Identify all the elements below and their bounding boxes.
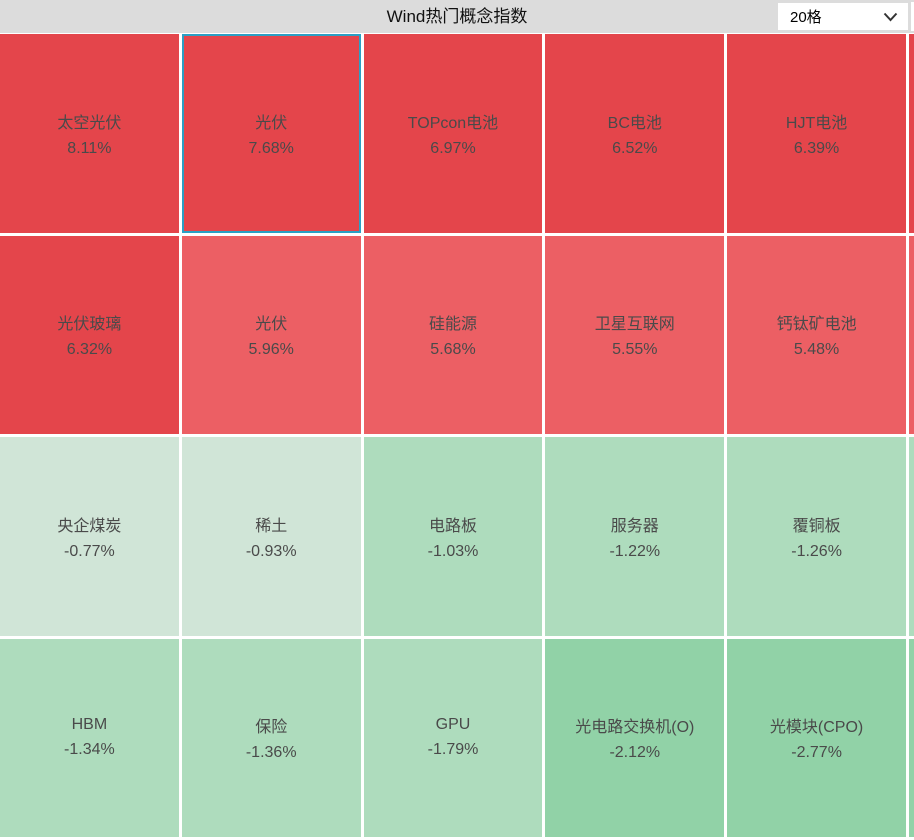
heatmap-cell[interactable]: BC电池 6.52% — [545, 34, 725, 233]
concept-change: 5.48% — [793, 341, 840, 359]
heatmap-cell[interactable]: 太空光伏 8.11% — [0, 34, 179, 233]
heatmap-cell[interactable]: 光伏 7.68% — [181, 34, 361, 233]
heatmap-cell[interactable]: TOPcon电池 6.97% — [363, 34, 543, 233]
concept-change: -0.93% — [245, 542, 297, 560]
clipped-cell-sliver — [909, 235, 914, 434]
heatmap-cell[interactable]: HBM -1.34% — [0, 638, 179, 837]
concept-name: 保险 — [255, 719, 288, 737]
heatmap-cell[interactable]: 光伏玻璃 6.32% — [0, 235, 179, 434]
heatmap-cell[interactable]: 保险 -1.36% — [181, 638, 361, 837]
concept-change: -1.26% — [791, 542, 842, 560]
concept-change: -1.03% — [427, 542, 479, 560]
concept-change: -1.79% — [427, 741, 479, 759]
heatmap-cell[interactable]: 钙钛矿电池 5.48% — [727, 235, 906, 434]
concept-name: 光伏 — [255, 114, 288, 132]
heatmap-cell[interactable]: 电路板 -1.03% — [363, 437, 543, 636]
concept-name: GPU — [435, 716, 471, 734]
concept-name: 光模块(CPO) — [769, 719, 864, 737]
heatmap-cell[interactable]: 光电路交换机(O) -2.12% — [545, 638, 725, 837]
concept-name: 电路板 — [428, 517, 477, 535]
concept-name: 覆铜板 — [792, 517, 841, 535]
heatmap-grid: 太空光伏 8.11% 光伏 7.68% TOPcon电池 6.97% BC电池 … — [0, 34, 914, 837]
heatmap-cell[interactable]: 稀土 -0.93% — [181, 437, 361, 636]
concept-change: 6.97% — [430, 139, 476, 157]
clipped-cell-sliver — [909, 638, 914, 837]
page-title: Wind热门概念指数 — [386, 7, 528, 26]
concept-change: 7.68% — [248, 139, 294, 157]
chevron-down-icon — [883, 12, 898, 22]
concept-name: 稀土 — [255, 517, 288, 535]
heatmap-cell[interactable]: 光模块(CPO) -2.77% — [727, 638, 906, 837]
concept-change: 6.39% — [793, 139, 840, 157]
concept-change: -2.12% — [609, 744, 661, 762]
heatmap-cell[interactable]: 硅能源 5.68% — [363, 235, 543, 434]
concept-name: HJT电池 — [785, 114, 848, 132]
clipped-cell-sliver — [909, 437, 914, 636]
concept-change: 5.68% — [430, 341, 476, 359]
concept-change: 5.55% — [612, 341, 658, 359]
concept-change: 8.11% — [67, 139, 112, 157]
concept-name: 硅能源 — [428, 316, 477, 334]
concept-name: HBM — [71, 716, 108, 734]
concept-change: -2.77% — [791, 744, 842, 762]
concept-name: 光电路交换机(O) — [575, 719, 695, 737]
concept-change: 6.32% — [66, 341, 113, 359]
heatmap-cell[interactable]: 服务器 -1.22% — [545, 437, 725, 636]
concept-name: 央企煤炭 — [57, 517, 122, 535]
grid-count-select[interactable]: 20格 — [778, 3, 908, 30]
concept-change: -1.22% — [609, 542, 661, 560]
heatmap-cell[interactable]: GPU -1.79% — [363, 638, 543, 837]
concept-name: 钙钛矿电池 — [776, 316, 857, 334]
concept-change: 5.96% — [248, 341, 294, 359]
concept-change: 6.52% — [612, 139, 658, 157]
clipped-cell-sliver — [909, 34, 914, 233]
concept-name: 太空光伏 — [57, 114, 122, 132]
concept-name: 光伏 — [255, 316, 288, 334]
concept-change: -1.36% — [245, 744, 297, 762]
concept-name: 光伏玻璃 — [57, 316, 122, 334]
concept-name: 服务器 — [610, 517, 659, 535]
concept-change: -0.77% — [64, 542, 115, 560]
clipped-widget-sliver — [911, 2, 914, 31]
concept-name: BC电池 — [607, 114, 662, 132]
concept-name: TOPcon电池 — [407, 114, 499, 132]
heatmap-cell[interactable]: 覆铜板 -1.26% — [727, 437, 906, 636]
grid-count-value: 20格 — [790, 9, 822, 26]
concept-change: -1.34% — [64, 741, 115, 759]
heatmap-cell[interactable]: HJT电池 6.39% — [727, 34, 906, 233]
heatmap-cell[interactable]: 央企煤炭 -0.77% — [0, 437, 179, 636]
heatmap-cell[interactable]: 光伏 5.96% — [181, 235, 361, 434]
heatmap-cell[interactable]: 卫星互联网 5.55% — [545, 235, 725, 434]
header-bar: Wind热门概念指数 20格 — [0, 0, 914, 33]
concept-name: 卫星互联网 — [594, 316, 675, 334]
